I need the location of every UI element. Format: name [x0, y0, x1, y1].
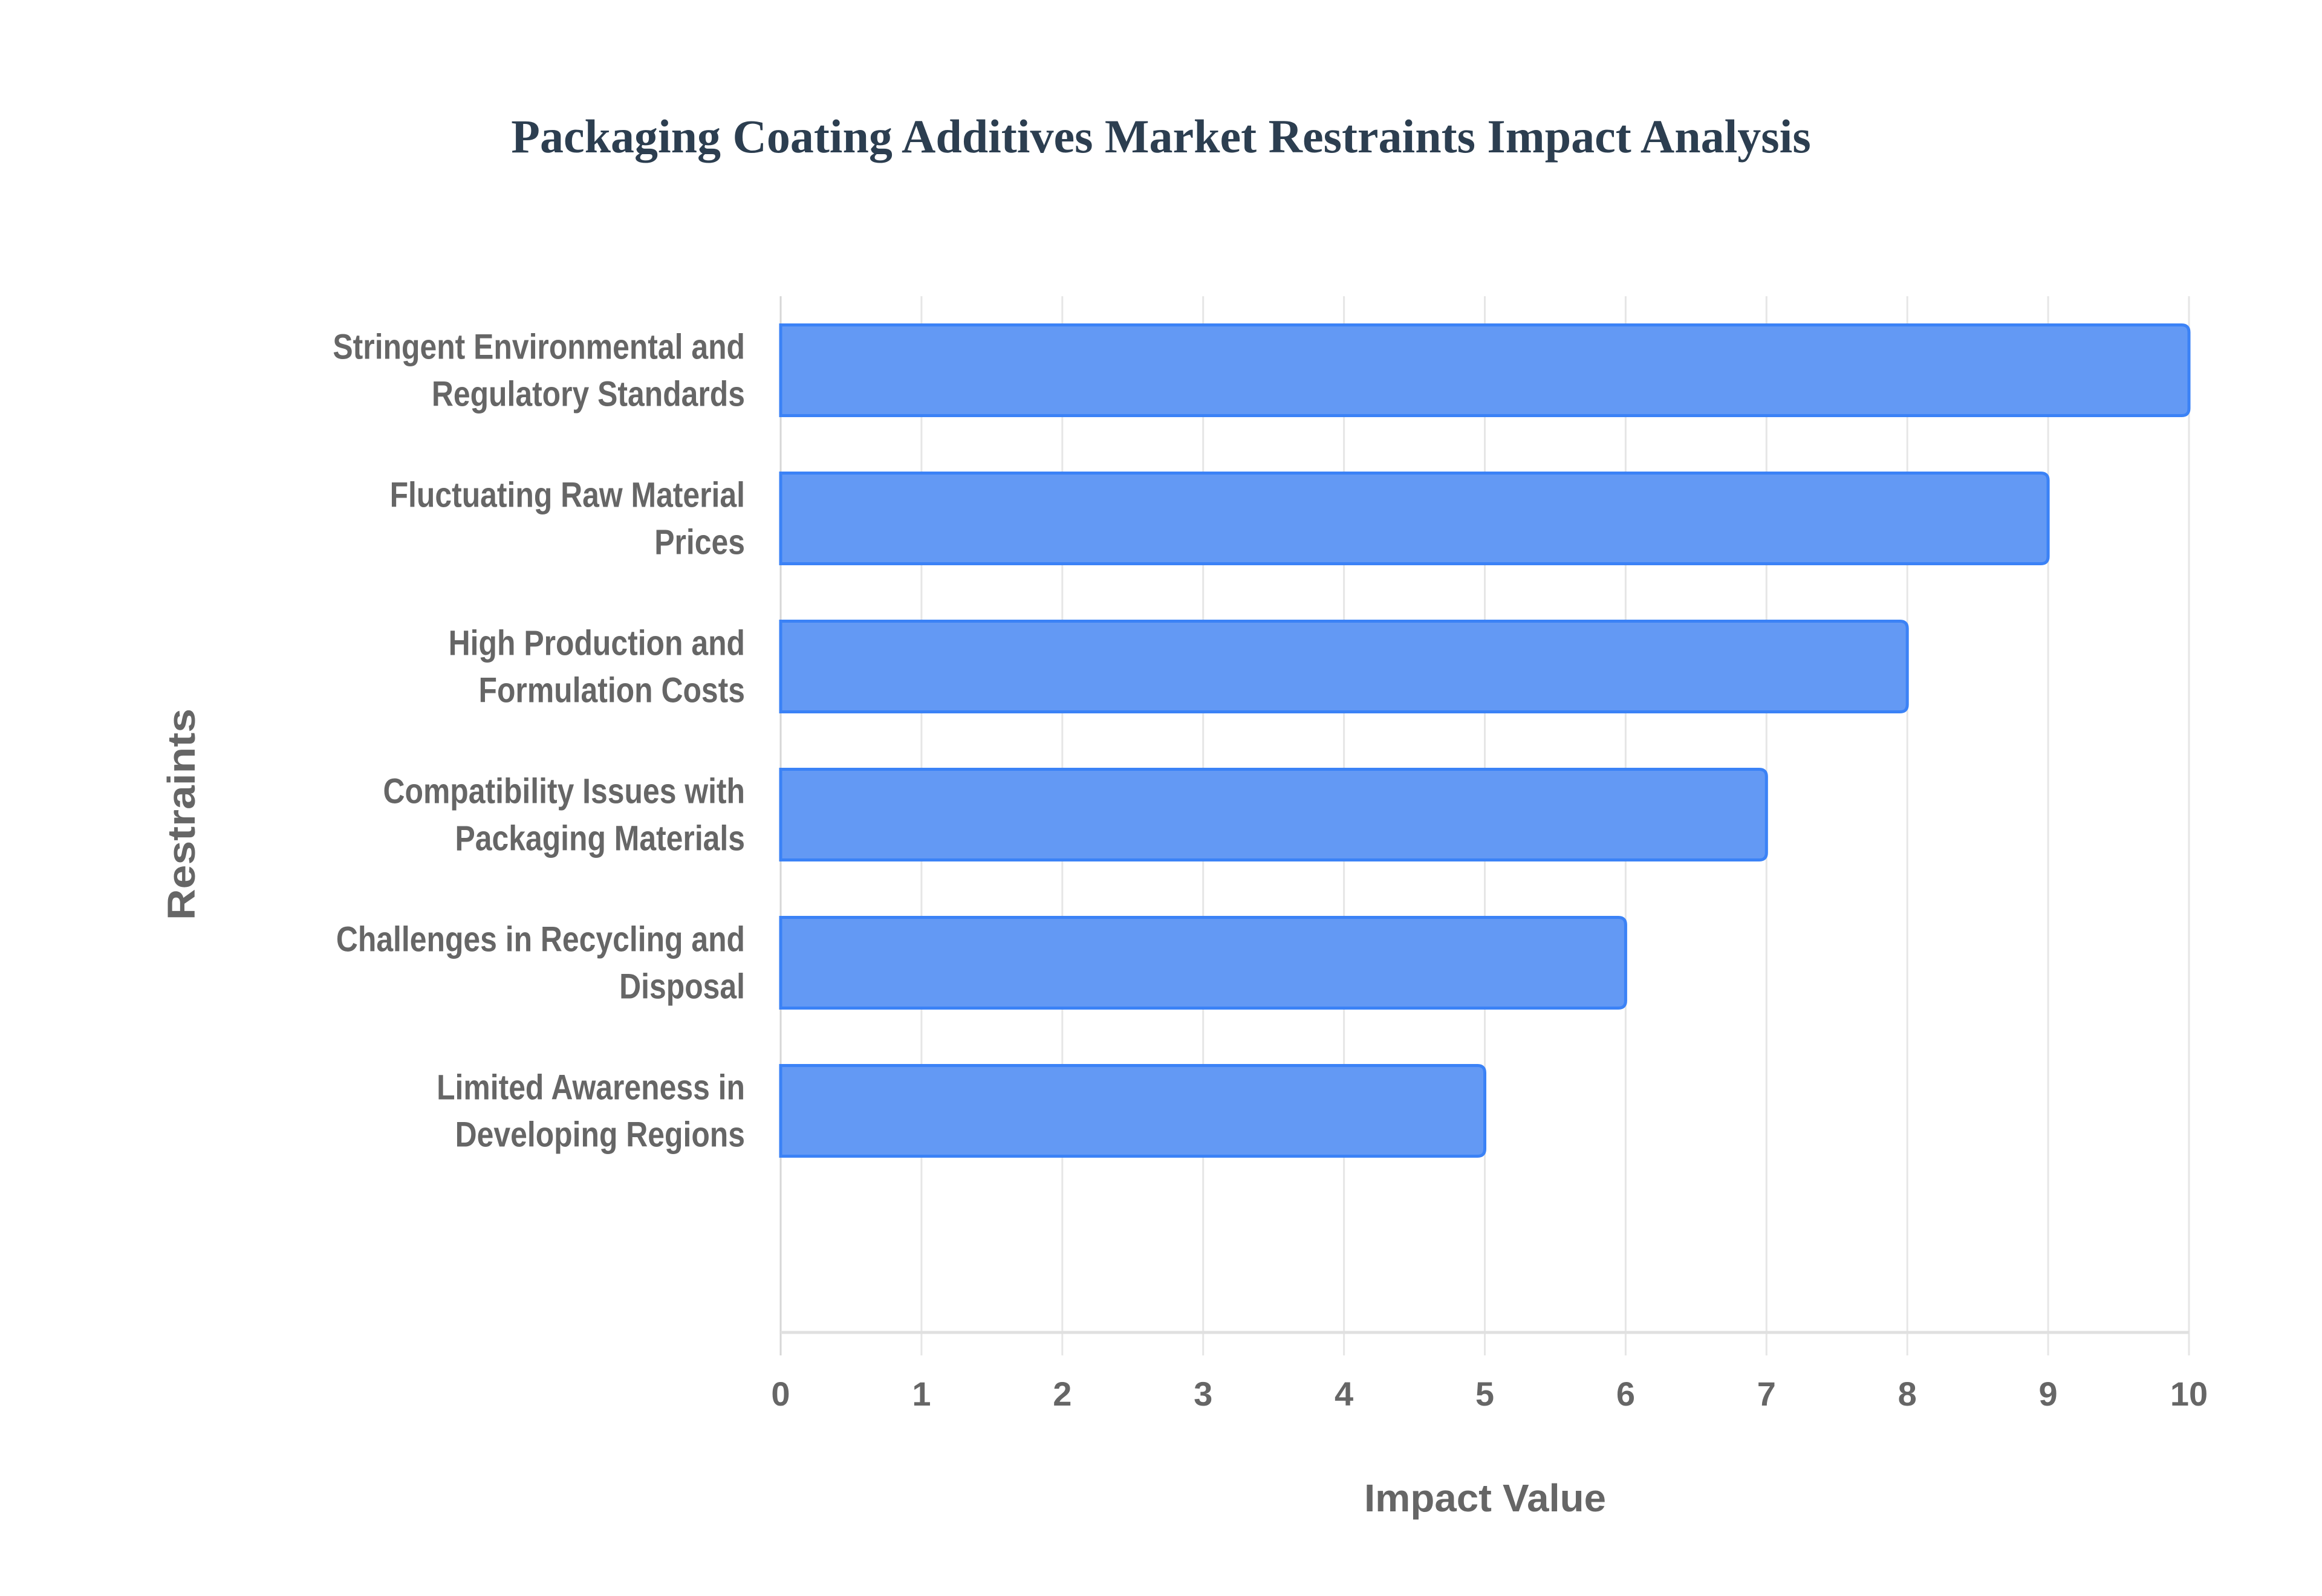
y-axis-title: Restraints: [160, 709, 203, 920]
bar[interactable]: [779, 323, 2191, 417]
chart-title: Packaging Coating Additives Market Restr…: [511, 110, 1810, 163]
y-tick-label: Fluctuating Raw Material: [390, 476, 745, 514]
y-tick-label: Prices: [654, 523, 745, 562]
x-tick-label: 7: [1757, 1375, 1776, 1413]
y-tick-label: Limited Awareness in: [437, 1068, 745, 1107]
x-tick-label: 4: [1335, 1375, 1353, 1413]
bar[interactable]: [779, 1064, 1486, 1158]
y-tick-label: Disposal: [619, 967, 745, 1006]
y-tick-labels: Stringent Environmental and Regulatory St…: [333, 328, 745, 1154]
y-tick-label: Packaging Materials: [455, 819, 745, 858]
y-tick-label: Stringent Environmental and: [333, 328, 745, 366]
bar[interactable]: [779, 916, 1627, 1010]
y-tick-label: Formulation Costs: [478, 671, 745, 710]
x-tick-labels: 0 1 2 3 4 5 6 7 8 9 10: [771, 1375, 2208, 1413]
y-tick-label: Challenges in Recycling and: [336, 920, 745, 959]
x-axis-title: Impact Value: [1364, 1476, 1606, 1520]
y-tick-label: Regulatory Standards: [432, 375, 745, 414]
x-tick-label: 10: [2170, 1375, 2208, 1413]
x-tick-label: 9: [2039, 1375, 2058, 1413]
x-tick-label: 8: [1898, 1375, 1917, 1413]
bar[interactable]: [779, 768, 1768, 861]
x-tick-label: 3: [1194, 1375, 1212, 1413]
x-tick-label: 0: [771, 1375, 790, 1413]
bar[interactable]: [779, 472, 2050, 565]
x-tick-label: 2: [1053, 1375, 1072, 1413]
y-tick-label: High Production and: [449, 624, 745, 663]
bar[interactable]: [779, 620, 1909, 713]
y-tick-label: Developing Regions: [455, 1115, 745, 1154]
x-tick-label: 1: [912, 1375, 931, 1413]
x-tick-label: 6: [1616, 1375, 1635, 1413]
y-tick-label: Compatibility Issues with: [383, 772, 745, 811]
bars: [779, 323, 2191, 1158]
x-tick-label: 5: [1475, 1375, 1494, 1413]
